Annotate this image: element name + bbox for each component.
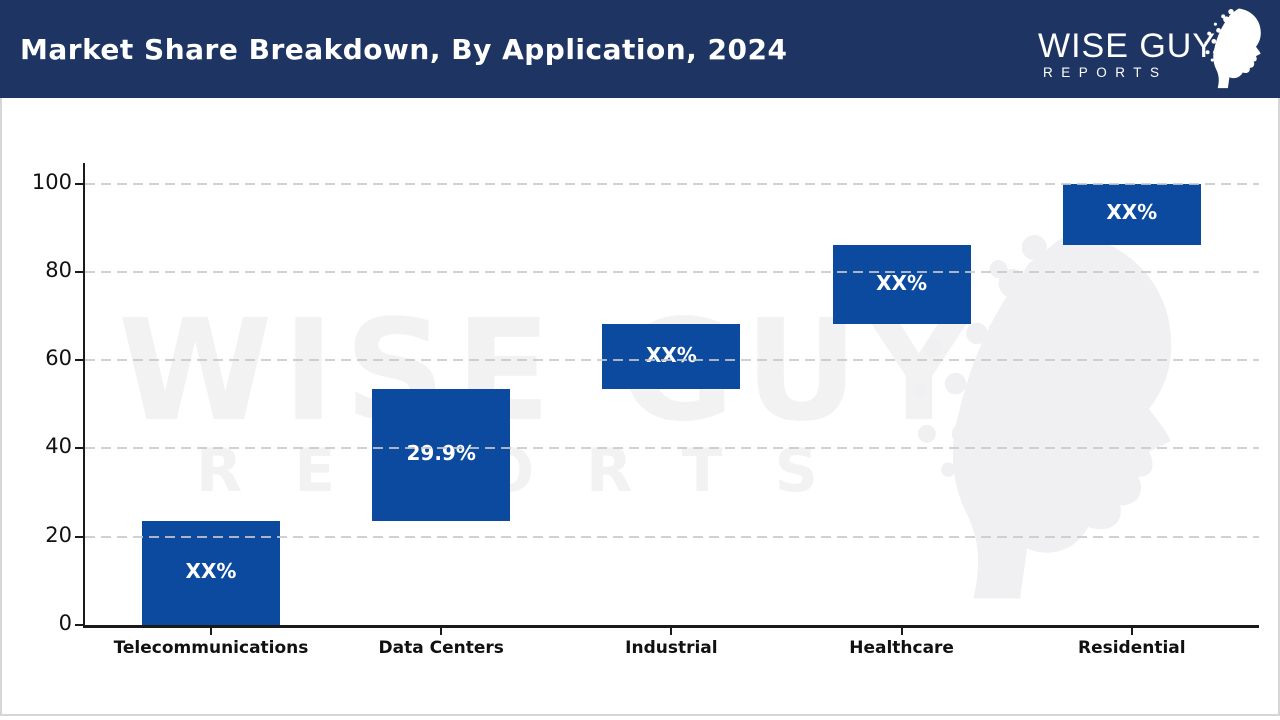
x-axis-tick-healthcare [900, 628, 903, 635]
y-axis-tick-label: 80 [45, 257, 72, 282]
gridline-100 [85, 182, 1259, 185]
x-axis-tick-industrial [670, 628, 673, 635]
gridline-20 [85, 535, 1259, 538]
y-axis-tick-label: 0 [58, 611, 72, 635]
x-axis-tick-residential [1130, 628, 1133, 635]
x-axis-category-label-healthcare: Healthcare [849, 638, 954, 658]
y-axis-tick [75, 270, 83, 273]
bar-value-label-healthcare: XX% [876, 270, 928, 295]
gridline-40 [85, 447, 1259, 450]
y-axis-tick [75, 535, 83, 538]
logo-wordmark: WISE GUY [1038, 27, 1216, 65]
watermark-text: WISE GUY [118, 290, 980, 453]
page-title: Market Share Breakdown, By Application, … [20, 32, 788, 66]
y-axis-tick-label: 40 [45, 434, 72, 459]
bar-telecommunications: XX% [142, 520, 280, 625]
x-axis-tick-data-centers [440, 628, 443, 635]
y-axis-tick-label: 100 [31, 169, 72, 194]
x-axis-tick-telecommunications [210, 628, 212, 635]
bar-value-label-telecommunications: XX% [185, 558, 237, 583]
logo-head-icon [1204, 8, 1261, 89]
y-axis-tick [75, 182, 83, 185]
y-axis-tick-label: 20 [45, 522, 72, 547]
bar-data-centers: 29.9% [372, 388, 511, 521]
gridline-60 [85, 359, 1259, 362]
x-axis-line [83, 625, 1259, 628]
bar-industrial: XX% [602, 324, 741, 389]
bar-healthcare: XX% [832, 245, 971, 325]
wise-guy-reports-logo: WISE GUY REPORTS [1038, 8, 1261, 89]
y-axis-line [83, 163, 85, 627]
header-bar: Market Share Breakdown, By Application, … [0, 0, 1280, 98]
bar-value-label-residential: XX% [1106, 200, 1158, 225]
bar-value-label-industrial: XX% [645, 342, 697, 367]
y-axis-tick [75, 624, 83, 626]
y-axis-tick [75, 359, 83, 362]
x-axis-category-label-data-centers: Data Centers [378, 638, 504, 658]
bar-residential: XX% [1062, 183, 1201, 246]
logo-subtext: REPORTS [1043, 65, 1168, 80]
x-axis-category-label-telecommunications: Telecommunications [113, 638, 309, 658]
bar-value-label-data-centers: 29.9% [406, 440, 476, 465]
x-axis-category-label-residential: Residential [1077, 638, 1186, 658]
y-axis-tick-label: 60 [45, 346, 72, 371]
y-axis-tick [75, 447, 83, 450]
gridline-80 [85, 270, 1259, 273]
x-axis-category-label-industrial: Industrial [625, 638, 718, 658]
